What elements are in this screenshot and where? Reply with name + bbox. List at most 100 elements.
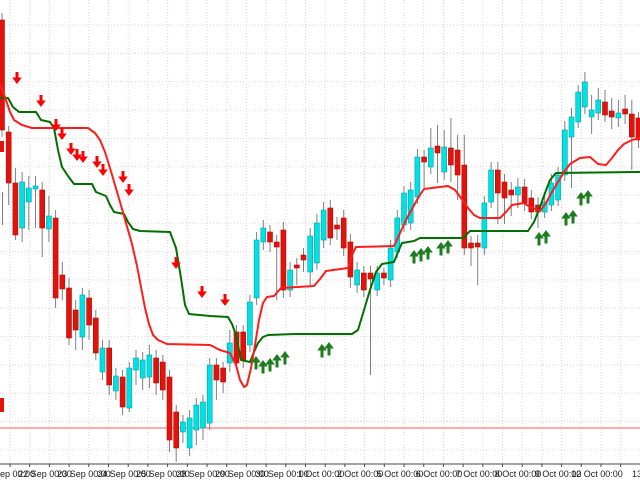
bull-candle[interactable] xyxy=(193,398,200,445)
bull-candle[interactable] xyxy=(320,202,327,248)
bear-candle[interactable] xyxy=(501,174,508,224)
bear-candle[interactable] xyxy=(119,370,126,415)
bear-candle[interactable] xyxy=(628,100,635,170)
bull-candle[interactable] xyxy=(139,352,146,390)
bear-candle[interactable] xyxy=(381,268,387,285)
bear-candle[interactable] xyxy=(66,278,72,345)
buy-arrow-icon[interactable] xyxy=(583,190,593,204)
sell-arrow-icon[interactable] xyxy=(220,294,230,306)
sell-arrow-icon[interactable] xyxy=(197,286,207,298)
bull-candle[interactable] xyxy=(186,410,193,456)
bear-candle[interactable] xyxy=(59,262,66,300)
bear-candle[interactable] xyxy=(521,179,528,211)
bull-candle[interactable] xyxy=(25,176,32,230)
buy-arrow-icon[interactable] xyxy=(272,354,282,368)
buy-arrow-icon[interactable] xyxy=(534,232,544,246)
buy-arrow-icon[interactable] xyxy=(541,230,551,244)
buy-arrow-icon[interactable] xyxy=(324,342,334,356)
sell-arrow-icon[interactable] xyxy=(78,151,88,163)
bull-candle[interactable] xyxy=(79,288,86,350)
bear-candle[interactable] xyxy=(280,222,287,298)
bear-candle[interactable] xyxy=(86,290,92,340)
bear-candle[interactable] xyxy=(635,112,640,148)
sell-arrow-icon[interactable] xyxy=(51,119,61,131)
bear-candle[interactable] xyxy=(367,266,374,375)
bull-candle[interactable] xyxy=(407,182,414,230)
bull-candle[interactable] xyxy=(200,395,206,440)
bear-candle[interactable] xyxy=(602,90,608,122)
bull-candle[interactable] xyxy=(99,340,106,380)
bear-candle[interactable] xyxy=(273,235,280,300)
bull-candle[interactable] xyxy=(180,415,186,443)
bear-candle[interactable] xyxy=(0,13,5,137)
buy-arrow-icon[interactable] xyxy=(409,250,419,264)
bull-candle[interactable] xyxy=(32,176,39,228)
bull-candle[interactable] xyxy=(307,228,314,285)
bear-candle[interactable] xyxy=(93,310,99,360)
bear-candle[interactable] xyxy=(622,95,628,124)
sell-arrow-icon[interactable] xyxy=(92,156,102,168)
buy-arrow-icon[interactable] xyxy=(443,240,453,254)
bull-candle[interactable] xyxy=(113,368,119,400)
bull-candle[interactable] xyxy=(515,178,521,208)
bear-candle[interactable] xyxy=(454,135,461,200)
buy-arrow-icon[interactable] xyxy=(280,351,290,365)
buy-arrow-icon[interactable] xyxy=(576,192,586,206)
bear-candle[interactable] xyxy=(340,210,347,256)
bear-candle[interactable] xyxy=(528,190,535,219)
bear-candle[interactable] xyxy=(494,162,501,224)
bear-candle[interactable] xyxy=(106,340,112,395)
green-indicator-line[interactable] xyxy=(0,97,640,363)
bear-candle[interactable] xyxy=(327,200,334,245)
sell-arrow-icon[interactable] xyxy=(36,95,46,107)
bear-candle[interactable] xyxy=(173,405,179,462)
bear-candle[interactable] xyxy=(508,182,515,216)
sell-arrow-icon[interactable] xyxy=(124,184,134,196)
bull-candle[interactable] xyxy=(260,220,267,250)
bull-candle[interactable] xyxy=(615,100,622,127)
buy-arrow-icon[interactable] xyxy=(436,242,446,256)
bull-candle[interactable] xyxy=(481,196,488,255)
bull-candle[interactable] xyxy=(582,72,588,114)
sell-arrow-icon[interactable] xyxy=(66,143,76,155)
bear-candle[interactable] xyxy=(300,248,307,272)
bear-candle[interactable] xyxy=(434,125,441,183)
bear-candle[interactable] xyxy=(448,118,454,182)
bear-candle[interactable] xyxy=(52,210,59,308)
sell-arrow-icon[interactable] xyxy=(12,72,22,84)
candles-layer[interactable] xyxy=(0,13,640,462)
sell-arrow-icon[interactable] xyxy=(98,164,108,176)
bear-candle[interactable] xyxy=(267,225,273,252)
bull-candle[interactable] xyxy=(441,130,448,180)
bull-candle[interactable] xyxy=(206,358,213,430)
bear-candle[interactable] xyxy=(153,350,159,395)
bull-candle[interactable] xyxy=(126,362,133,412)
sell-arrow-icon[interactable] xyxy=(72,149,82,161)
bull-candle[interactable] xyxy=(133,350,139,385)
sell-arrow-icon[interactable] xyxy=(57,128,67,140)
red-indicator-line[interactable] xyxy=(0,83,640,388)
bear-candle[interactable] xyxy=(334,217,340,240)
buy-arrow-icon[interactable] xyxy=(258,360,268,374)
bear-candle[interactable] xyxy=(39,182,46,257)
bear-candle[interactable] xyxy=(608,98,615,129)
bull-candle[interactable] xyxy=(46,196,52,242)
bear-candle[interactable] xyxy=(293,258,300,285)
bear-candle[interactable] xyxy=(220,362,226,393)
bull-candle[interactable] xyxy=(354,262,360,293)
buy-arrow-icon[interactable] xyxy=(416,248,426,262)
sell-arrow-icon[interactable] xyxy=(171,257,181,269)
bull-candle[interactable] xyxy=(146,345,153,388)
bear-candle[interactable] xyxy=(12,168,19,240)
bull-candle[interactable] xyxy=(247,295,253,352)
bull-candle[interactable] xyxy=(427,128,434,174)
bull-candle[interactable] xyxy=(253,232,260,305)
buy-arrow-icon[interactable] xyxy=(568,210,578,224)
bull-candle[interactable] xyxy=(314,214,320,270)
bear-candle[interactable] xyxy=(72,300,79,350)
bull-candle[interactable] xyxy=(575,85,582,128)
bull-candle[interactable] xyxy=(19,172,25,242)
bull-candle[interactable] xyxy=(568,108,575,188)
bull-candle[interactable] xyxy=(595,88,602,120)
bear-candle[interactable] xyxy=(5,126,12,205)
